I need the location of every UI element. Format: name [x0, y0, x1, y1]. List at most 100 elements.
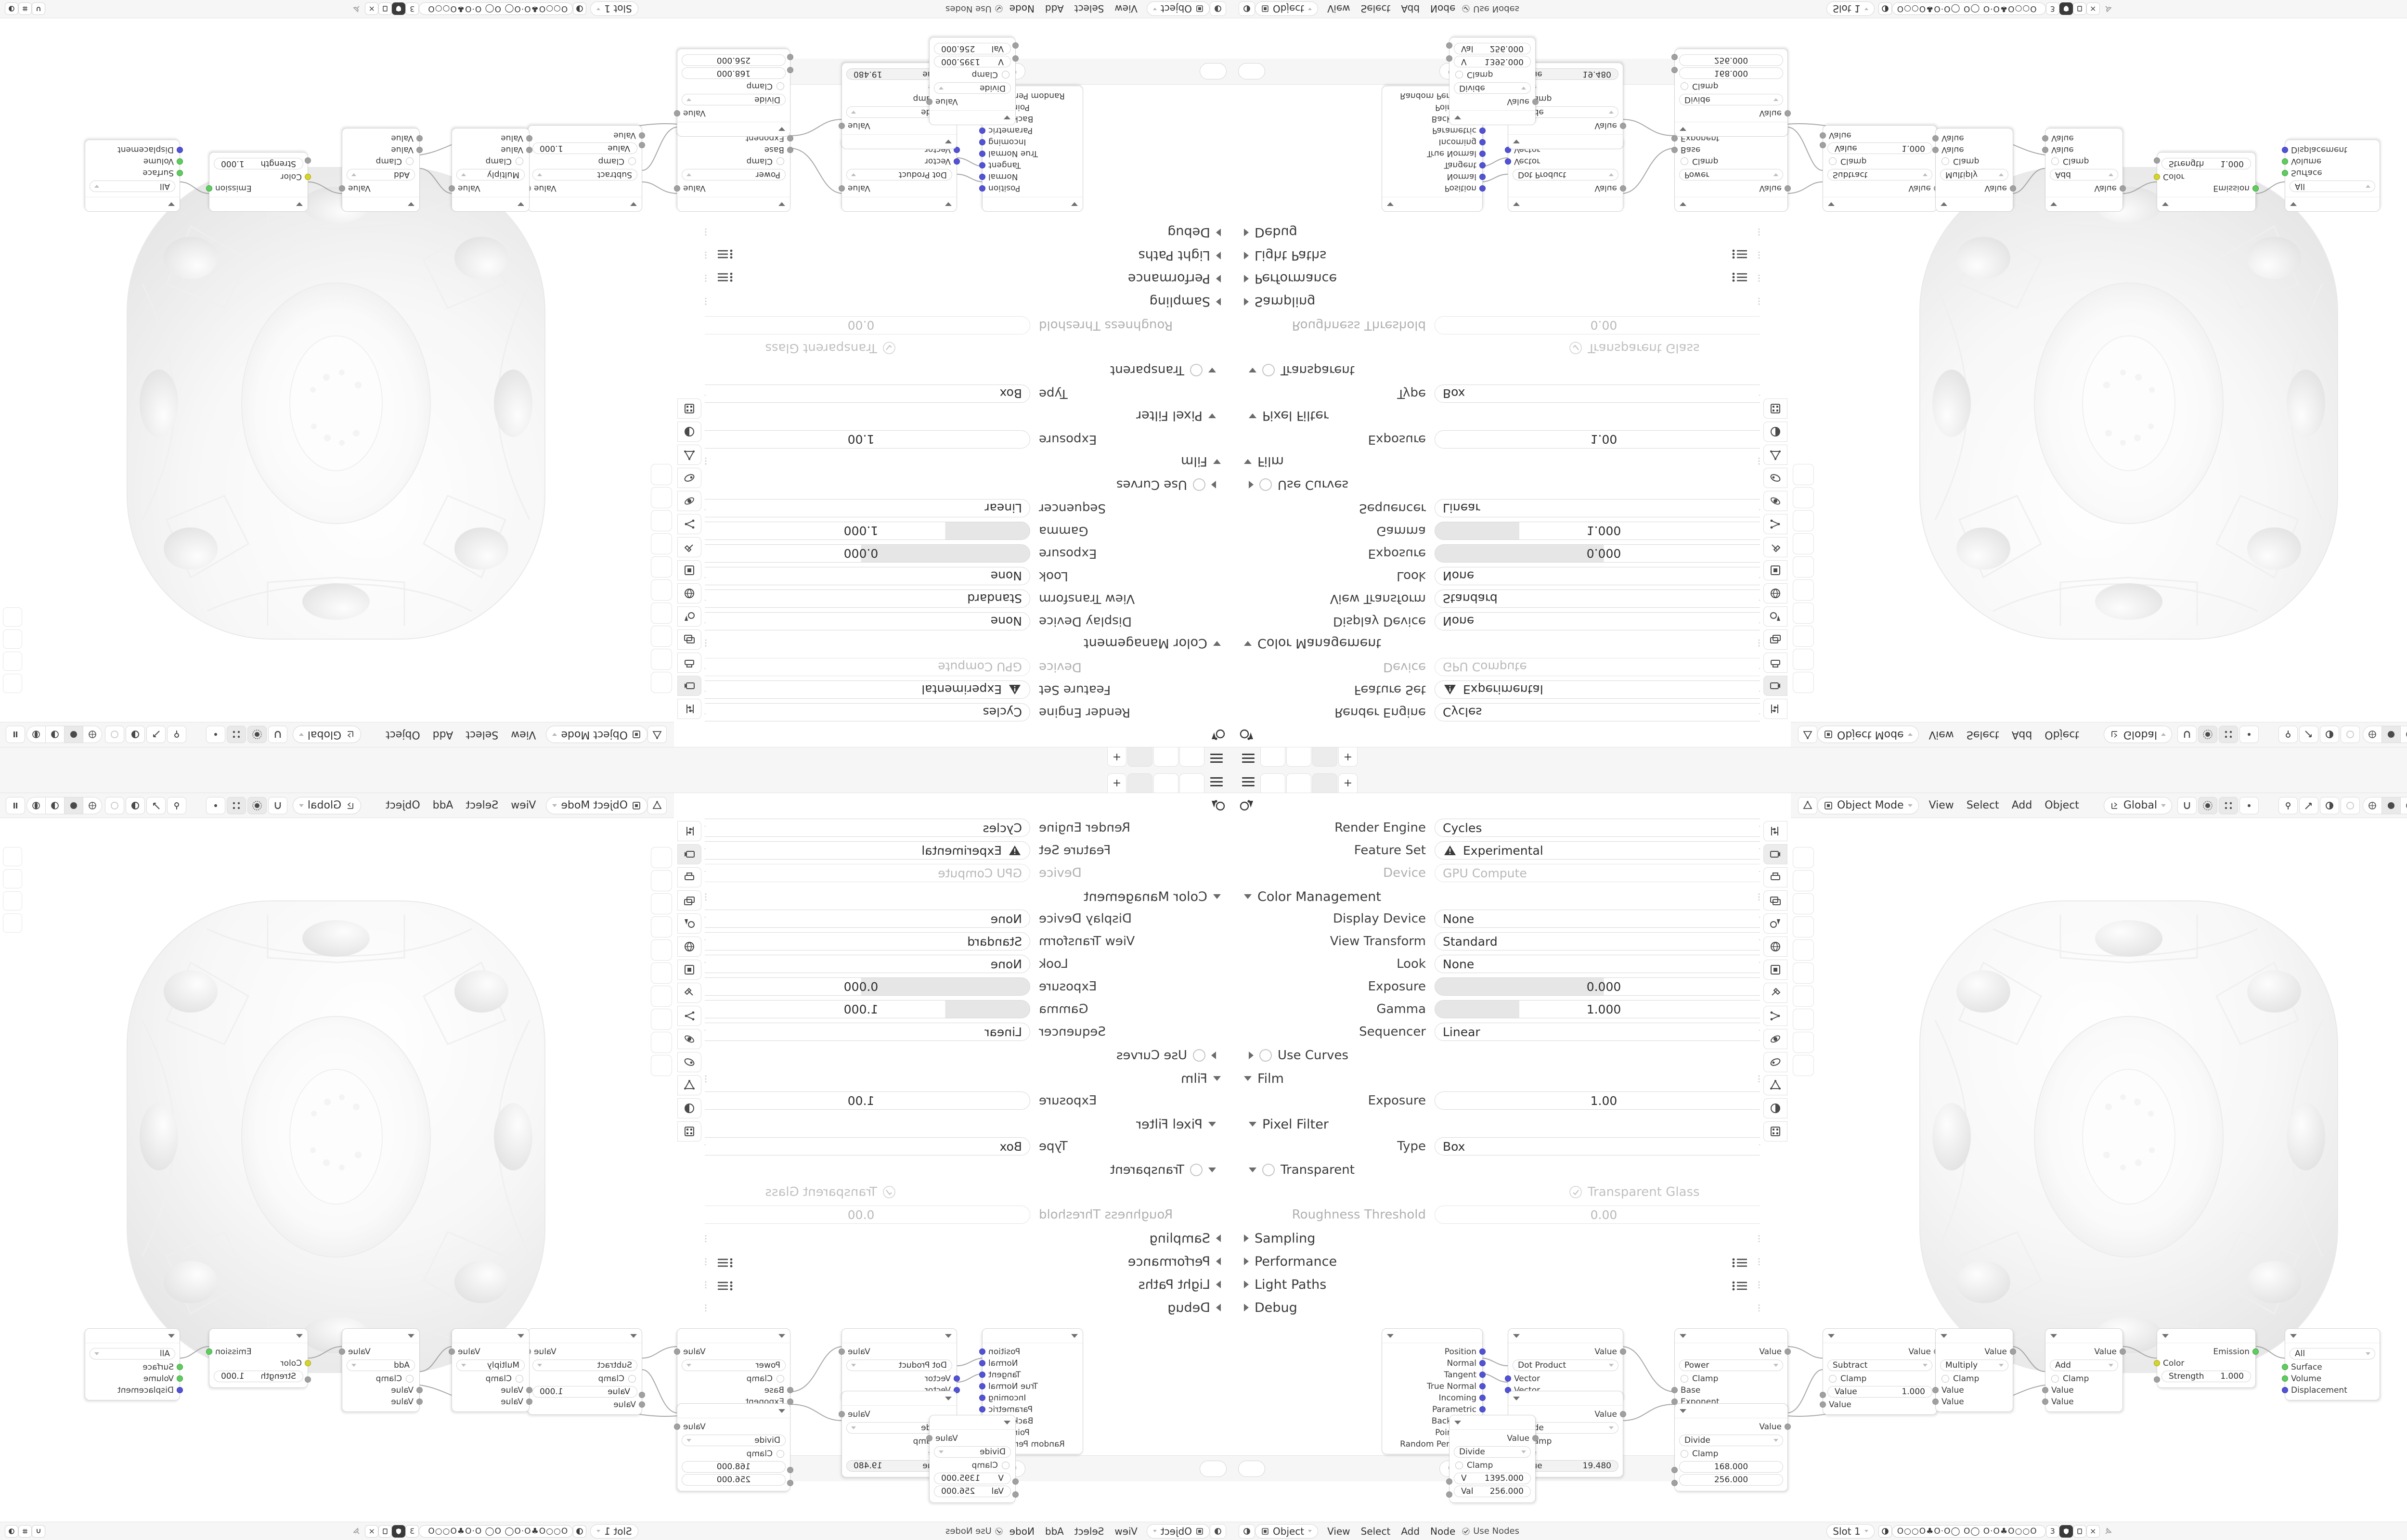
dropdown-view-transform[interactable]: Standard [692, 590, 1030, 608]
section-light-paths[interactable]: Light Paths [1232, 1273, 1773, 1296]
row-film-exposure[interactable]: Exposure 1.00 [692, 1090, 1232, 1111]
menu-view[interactable]: View [511, 729, 536, 741]
pin-icon[interactable] [352, 1527, 361, 1536]
viewport-3d[interactable]: Object Mode View Select Add Object Globa… [1791, 59, 2407, 747]
viewport-3d[interactable]: Object Mode View Select Add Object Globa… [0, 59, 674, 747]
tab-modifier-icon[interactable] [1763, 983, 1787, 1003]
tab-texture-icon[interactable] [1763, 398, 1787, 419]
row-exposure-cm[interactable]: Exposure 0.000 [1232, 976, 1773, 997]
section-sampling[interactable]: Sampling [1232, 290, 1773, 313]
tab-texture-icon[interactable] [677, 398, 701, 419]
tab-render-icon[interactable] [1763, 844, 1787, 864]
viewport-3d[interactable]: Object Mode View Select Add Object Globa… [0, 793, 674, 1481]
section-debug[interactable]: Debug [692, 221, 1232, 244]
material-slot-selector[interactable]: Slot 1 [590, 1, 638, 16]
dropdown-feature-set[interactable]: Experimental [692, 841, 1030, 860]
unlink-material-icon[interactable]: × [2086, 1525, 2100, 1538]
material-slot-selector[interactable]: Slot 1 [590, 1524, 638, 1539]
slider-gamma[interactable]: 1.000 [692, 522, 1030, 540]
shader-editor-type-icon[interactable] [1210, 1, 1226, 16]
row-feature-set[interactable]: Feature Set Experimental [692, 679, 1232, 700]
mode-selector[interactable]: Object Mode [546, 726, 647, 744]
editor-type-icon[interactable] [1798, 726, 1817, 744]
properties-tab-strip[interactable] [1760, 793, 1791, 1481]
checkbox-transparent[interactable]: Transparent [1110, 1163, 1203, 1177]
shader-type-selector[interactable]: Object [1146, 1, 1210, 16]
tab-world-icon[interactable] [1763, 937, 1787, 957]
section-film[interactable]: Film [1232, 450, 1773, 473]
gizmos-icon[interactable] [2299, 796, 2318, 814]
fake-user-icon[interactable] [392, 2, 406, 15]
tool-scale-icon[interactable] [1793, 962, 1814, 984]
shader-menu-node[interactable]: Node [1430, 1525, 1456, 1537]
section-color-management[interactable]: Color Management [692, 885, 1232, 908]
section-sampling[interactable]: Sampling [692, 290, 1232, 313]
tool-measure-icon[interactable] [1793, 1032, 1814, 1053]
xray-icon[interactable] [105, 726, 124, 744]
dropdown-display-device[interactable]: None [692, 612, 1030, 630]
dropdown-pixel-filter-type[interactable]: Box [1435, 1137, 1773, 1155]
checkbox-transparent[interactable]: Transparent [1262, 1163, 1355, 1177]
shader-editor-type-icon[interactable] [1239, 1524, 1255, 1539]
proportional-edit-icon[interactable] [247, 726, 267, 744]
workspace-tab-2[interactable] [1153, 747, 1178, 767]
tab-modifier-icon[interactable] [1763, 537, 1787, 557]
use-nodes-checkbox[interactable]: Use Nodes [1462, 4, 1519, 14]
shader-type-selector[interactable]: Object [1255, 1524, 1319, 1539]
tab-constraint-icon[interactable] [677, 1052, 701, 1072]
section-debug[interactable]: Debug [1232, 1296, 1773, 1319]
properties-tab-strip[interactable] [1760, 59, 1791, 747]
field-film-exposure[interactable]: 1.00 [692, 1091, 1030, 1110]
checkbox-transparent[interactable]: Transparent [1262, 363, 1355, 377]
field-film-exposure[interactable]: 1.00 [1435, 1091, 1773, 1110]
viewport-toolbar[interactable] [1793, 847, 1814, 1076]
tab-physics-icon[interactable] [1763, 1029, 1787, 1049]
dropdown-render-engine[interactable]: Cycles [692, 703, 1030, 721]
material-name-input[interactable]: O○○O♣O·O◯ O◯ O·O♣O○○O [1891, 2, 2046, 15]
row-sequencer[interactable]: Sequencer Linear [1232, 1021, 1773, 1042]
workspace-tab-2[interactable] [1286, 773, 1311, 793]
tab-physics-icon[interactable] [677, 491, 701, 511]
row-display-device[interactable]: Display Device None [692, 611, 1232, 632]
dropdown-render-engine[interactable]: Cycles [1435, 703, 1773, 721]
editor-type-icon[interactable] [1798, 796, 1817, 814]
shading-solid-icon[interactable] [64, 796, 83, 814]
tab-collection-icon[interactable] [1763, 560, 1787, 580]
row-render-engine[interactable]: Render Engine Cycles [1232, 702, 1773, 723]
workspace-tab-3[interactable] [1127, 773, 1152, 793]
main-menu-icon[interactable] [1237, 747, 1259, 770]
row-gamma[interactable]: Gamma 1.000 [692, 999, 1232, 1020]
main-menu-icon[interactable] [1205, 747, 1228, 770]
row-pixel-filter-type[interactable]: Type Box [692, 383, 1232, 404]
row-film-exposure[interactable]: Exposure 1.00 [1232, 1090, 1773, 1111]
preset-list-icon[interactable] [717, 272, 733, 284]
row-view-transform[interactable]: View Transform Standard [1232, 931, 1773, 952]
shader-menu-view[interactable]: View [1327, 3, 1350, 15]
shading-options-icon[interactable] [6, 796, 25, 814]
menu-object[interactable]: Object [386, 799, 420, 811]
section-sampling[interactable]: Sampling [692, 1227, 1232, 1250]
row-look[interactable]: Look None [692, 565, 1232, 587]
shader-editor-type-icon[interactable] [1239, 1, 1255, 16]
shader-canvas[interactable] [1232, 16, 2407, 59]
tab-physics-icon[interactable] [677, 1029, 701, 1049]
tab-view-layer-icon[interactable] [1763, 629, 1787, 650]
shader-editor-footer[interactable]: Object View Select Add Node Use Nodes Sl… [0, 0, 1232, 18]
viewport-header[interactable]: Object Mode View Select Add Object Globa… [0, 793, 674, 818]
xray-icon[interactable] [2341, 796, 2360, 814]
section-sampling[interactable]: Sampling [1232, 1227, 1773, 1250]
snap-icon[interactable] [2177, 796, 2197, 814]
mode-selector[interactable]: Object Mode [1817, 796, 1919, 814]
viewport-canvas[interactable] [1791, 59, 2407, 722]
row-exposure-cm[interactable]: Exposure 0.000 [1232, 543, 1773, 564]
material-user-count[interactable]: 3 [2045, 2, 2059, 15]
dropdown-pixel-filter-type[interactable]: Box [692, 385, 1030, 403]
tab-tool-icon[interactable] [1763, 821, 1787, 841]
menu-object[interactable]: Object [2045, 799, 2079, 811]
tab-constraint-icon[interactable] [1763, 468, 1787, 488]
snap-icon[interactable] [2177, 726, 2197, 744]
shading-mode-group[interactable] [2363, 796, 2407, 814]
preset-list-icon[interactable] [1732, 1279, 1748, 1291]
shader-canvas[interactable] [1232, 1481, 2407, 1524]
shader-menu-select[interactable]: Select [1074, 3, 1104, 15]
